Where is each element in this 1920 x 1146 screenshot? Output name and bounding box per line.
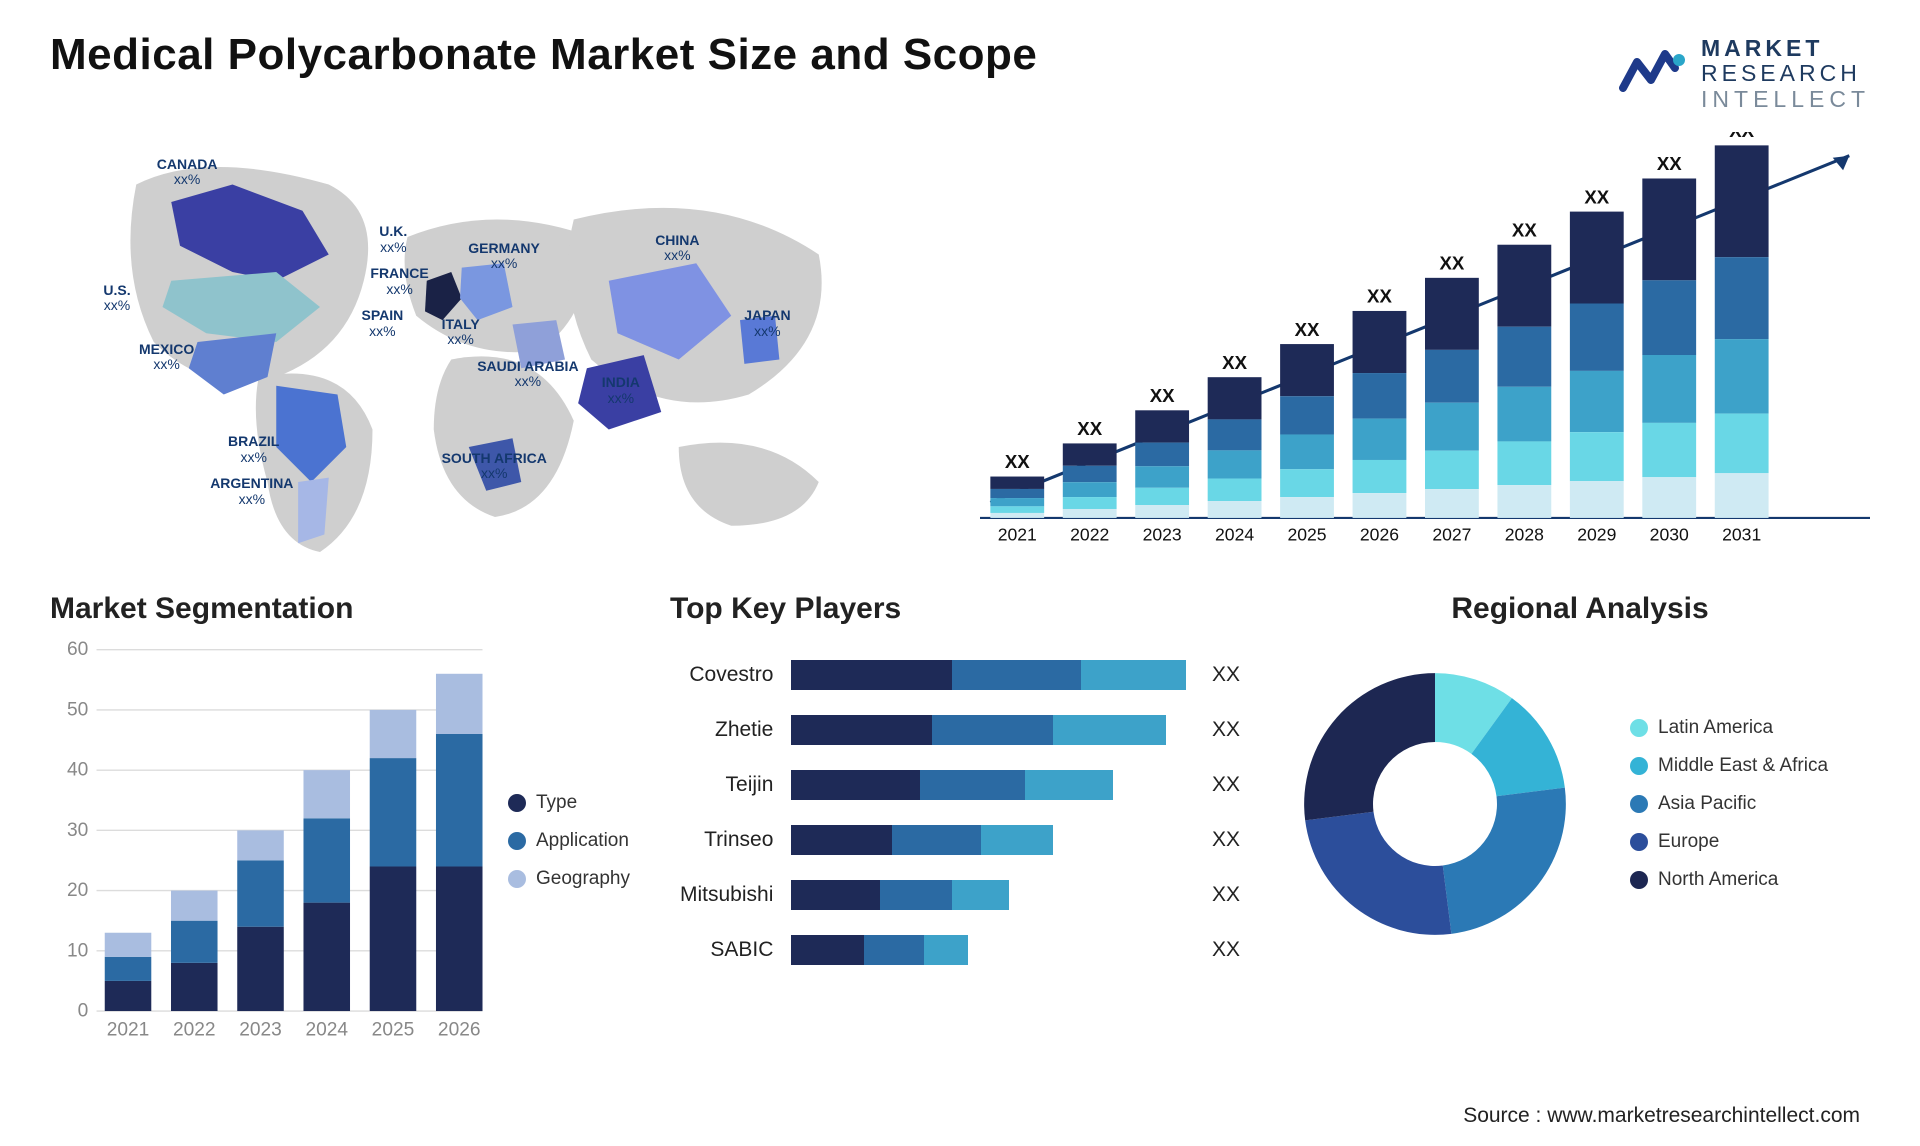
svg-text:40: 40 <box>67 759 88 780</box>
key-player-value: XX <box>1212 718 1240 742</box>
regional-legend-item: North America <box>1630 869 1828 891</box>
map-label-germany: GERMANYxx% <box>468 241 540 272</box>
svg-text:2026: 2026 <box>438 1020 481 1041</box>
key-players-chart: Covestro XX Zhetie XX Teijin XX Trinseo XX Mitsu… <box>670 636 1250 972</box>
growth-chart-svg: XX 2021 XX 2022 XX 2023 XX 2024 XX 2025 XX 2026 XX 20… <box>980 132 1870 552</box>
key-player-name: Mitsubishi <box>680 883 773 907</box>
map-label-brazil: BRAZILxx% <box>228 434 279 465</box>
regional-legend-item: Middle East & Africa <box>1630 755 1828 777</box>
svg-text:XX: XX <box>1295 319 1320 340</box>
logo-mark-icon <box>1619 44 1689 104</box>
svg-text:2025: 2025 <box>372 1020 415 1041</box>
brand-logo: MARKET RESEARCH INTELLECT <box>1619 36 1870 112</box>
svg-text:2029: 2029 <box>1577 525 1616 545</box>
svg-text:2025: 2025 <box>1287 525 1326 545</box>
svg-text:2026: 2026 <box>1360 525 1399 545</box>
map-label-italy: ITALYxx% <box>442 317 480 348</box>
regional-donut-chart <box>1290 659 1580 949</box>
svg-text:XX: XX <box>1439 252 1464 273</box>
svg-text:XX: XX <box>1077 418 1102 439</box>
key-players-title: Top Key Players <box>670 592 1250 626</box>
key-player-bar <box>791 825 1053 855</box>
svg-text:2023: 2023 <box>1143 525 1182 545</box>
map-label-mexico: MEXICOxx% <box>139 342 194 373</box>
key-player-bar <box>791 660 1186 690</box>
svg-text:2027: 2027 <box>1432 525 1471 545</box>
key-players-panel: Top Key Players Covestro XX Zhetie XX Teijin… <box>670 592 1250 972</box>
segmentation-legend-item: Type <box>508 792 630 814</box>
svg-text:2021: 2021 <box>107 1020 150 1041</box>
map-label-japan: JAPANxx% <box>744 308 790 339</box>
key-player-value: XX <box>1212 663 1240 687</box>
key-player-bar <box>791 880 1008 910</box>
svg-text:30: 30 <box>67 820 88 841</box>
key-player-bar <box>791 935 968 965</box>
key-player-name: Zhetie <box>680 718 773 742</box>
map-label-saudi-arabia: SAUDI ARABIAxx% <box>477 359 578 390</box>
svg-text:2021: 2021 <box>998 525 1037 545</box>
page-title: Medical Polycarbonate Market Size and Sc… <box>50 30 1037 80</box>
svg-text:2024: 2024 <box>1215 525 1254 545</box>
svg-text:0: 0 <box>78 1000 89 1021</box>
svg-text:XX: XX <box>1584 186 1609 207</box>
regional-legend: Latin America Middle East & Africa Asia Pa… <box>1610 717 1828 891</box>
svg-text:2030: 2030 <box>1650 525 1689 545</box>
map-label-u-s-: U.S.xx% <box>103 283 130 314</box>
segmentation-legend-item: Application <box>508 830 630 852</box>
map-label-china: CHINAxx% <box>655 233 699 264</box>
svg-text:2022: 2022 <box>173 1020 216 1041</box>
segmentation-title: Market Segmentation <box>50 592 630 626</box>
segmentation-legend-item: Geography <box>508 868 630 890</box>
world-map: CANADAxx% U.S.xx% MEXICOxx% BRAZILxx% ARGENT… <box>50 132 940 552</box>
key-player-name: Covestro <box>680 663 773 687</box>
svg-text:2031: 2031 <box>1722 525 1761 545</box>
key-player-value: XX <box>1212 773 1240 797</box>
svg-text:2022: 2022 <box>1070 525 1109 545</box>
map-label-france: FRANCExx% <box>370 266 428 297</box>
map-label-argentina: ARGENTINAxx% <box>210 476 293 507</box>
map-label-canada: CANADAxx% <box>157 157 218 188</box>
map-label-india: INDIAxx% <box>602 375 640 406</box>
svg-text:XX: XX <box>1222 352 1247 373</box>
map-label-spain: SPAINxx% <box>362 308 404 339</box>
regional-legend-item: Asia Pacific <box>1630 793 1828 815</box>
logo-line2: RESEARCH <box>1701 61 1870 86</box>
key-player-value: XX <box>1212 828 1240 852</box>
growth-chart: XX 2021 XX 2022 XX 2023 XX 2024 XX 2025 XX 2026 XX 20… <box>980 132 1870 552</box>
segmentation-panel: Market Segmentation 01020304050602021202… <box>50 592 630 972</box>
logo-line3: INTELLECT <box>1701 87 1870 112</box>
svg-text:XX: XX <box>1005 451 1030 472</box>
key-player-bar <box>791 715 1165 745</box>
source-line: Source : www.marketresearchintellect.com <box>1463 1104 1860 1128</box>
svg-text:XX: XX <box>1657 153 1682 174</box>
key-player-value: XX <box>1212 938 1240 962</box>
svg-text:10: 10 <box>67 940 88 961</box>
key-player-bar <box>791 770 1113 800</box>
svg-text:XX: XX <box>1512 219 1537 240</box>
svg-text:XX: XX <box>1150 385 1175 406</box>
regional-panel: Regional Analysis Latin America Middle Ea… <box>1290 592 1870 972</box>
key-player-value: XX <box>1212 883 1240 907</box>
map-label-u-k-: U.K.xx% <box>379 224 407 255</box>
key-player-name: SABIC <box>680 938 773 962</box>
svg-text:2028: 2028 <box>1505 525 1544 545</box>
svg-text:2024: 2024 <box>305 1020 348 1041</box>
key-player-name: Trinseo <box>680 828 773 852</box>
svg-text:60: 60 <box>67 639 88 660</box>
segmentation-chart: 0 10 20 30 40 50 60 2021 2022 2023 2024 2025 2026 <box>50 636 488 1047</box>
regional-legend-item: Europe <box>1630 831 1828 853</box>
svg-text:XX: XX <box>1729 132 1754 141</box>
map-label-south-africa: SOUTH AFRICAxx% <box>442 451 547 482</box>
segmentation-legend: Type Application Geography <box>488 636 630 1047</box>
svg-text:XX: XX <box>1367 286 1392 307</box>
key-player-name: Teijin <box>680 773 773 797</box>
svg-text:20: 20 <box>67 880 88 901</box>
regional-title: Regional Analysis <box>1290 592 1870 626</box>
svg-text:50: 50 <box>67 699 88 720</box>
logo-line1: MARKET <box>1701 36 1870 61</box>
regional-legend-item: Latin America <box>1630 717 1828 739</box>
svg-text:2023: 2023 <box>239 1020 282 1041</box>
